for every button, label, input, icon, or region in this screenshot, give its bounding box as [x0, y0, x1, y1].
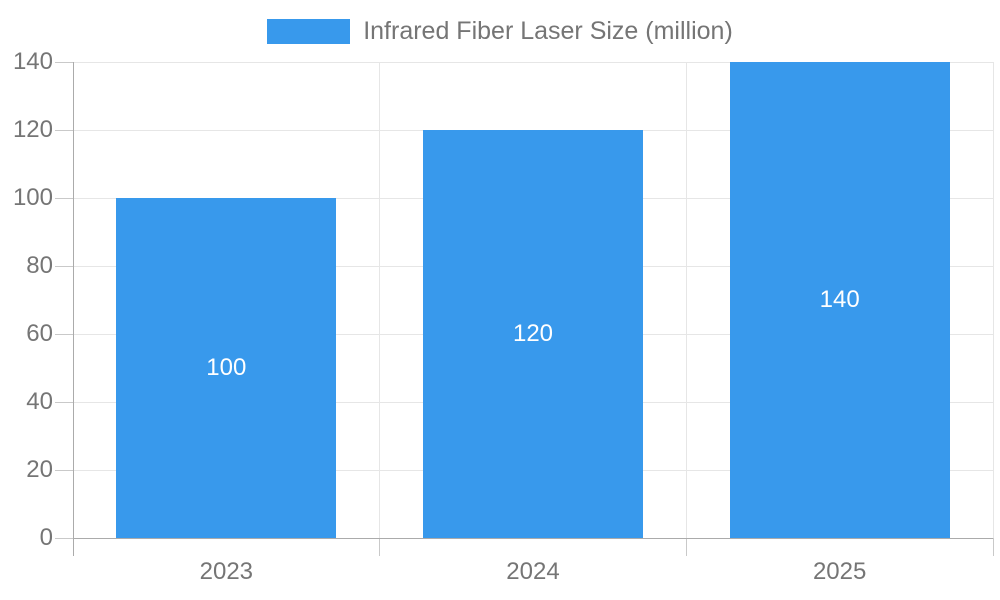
- y-axis-line: [72, 62, 74, 556]
- gridline-vertical: [992, 62, 994, 538]
- y-axis-tick: [55, 129, 73, 131]
- bar-value-label: 140: [819, 286, 860, 313]
- gridline-vertical: [379, 62, 381, 538]
- y-axis-tick: [55, 469, 73, 471]
- x-axis-category-label: 2025: [812, 558, 867, 585]
- y-axis-tick: [55, 265, 73, 267]
- gridline-horizontal: [73, 61, 993, 63]
- legend[interactable]: Infrared Fiber Laser Size (million): [0, 17, 1000, 46]
- y-axis-tick: [55, 401, 73, 403]
- y-axis-tick-label: 140: [12, 48, 53, 75]
- legend-swatch: [267, 19, 351, 44]
- bar-value-label: 100: [206, 354, 247, 381]
- bar-2023[interactable]: 100: [116, 198, 337, 538]
- x-axis-tick: [685, 538, 687, 556]
- bar-2025[interactable]: 140: [729, 62, 950, 538]
- x-axis-line: [73, 537, 993, 539]
- bar-value-label: 120: [512, 320, 554, 347]
- x-axis-category-label: 2023: [199, 558, 254, 585]
- x-axis-category-label: 2024: [506, 558, 560, 585]
- x-axis-tick: [992, 538, 994, 556]
- y-axis-tick-label: 80: [26, 252, 53, 279]
- legend-label: Infrared Fiber Laser Size (million): [363, 17, 733, 45]
- y-axis-tick-label: 20: [26, 456, 53, 483]
- gridline-vertical: [685, 62, 687, 538]
- y-axis-tick-label: 40: [26, 388, 53, 415]
- y-axis-tick-label: 60: [26, 320, 53, 347]
- bar-2024[interactable]: 120: [423, 130, 643, 538]
- y-axis-tick-label: 100: [12, 184, 53, 211]
- y-axis-tick: [55, 61, 73, 63]
- y-axis-tick-label: 0: [39, 524, 53, 551]
- y-axis-tick: [55, 537, 73, 539]
- x-axis-tick: [379, 538, 381, 556]
- y-axis-tick: [55, 197, 73, 199]
- y-axis-tick: [55, 333, 73, 335]
- y-axis-tick-label: 120: [12, 116, 53, 143]
